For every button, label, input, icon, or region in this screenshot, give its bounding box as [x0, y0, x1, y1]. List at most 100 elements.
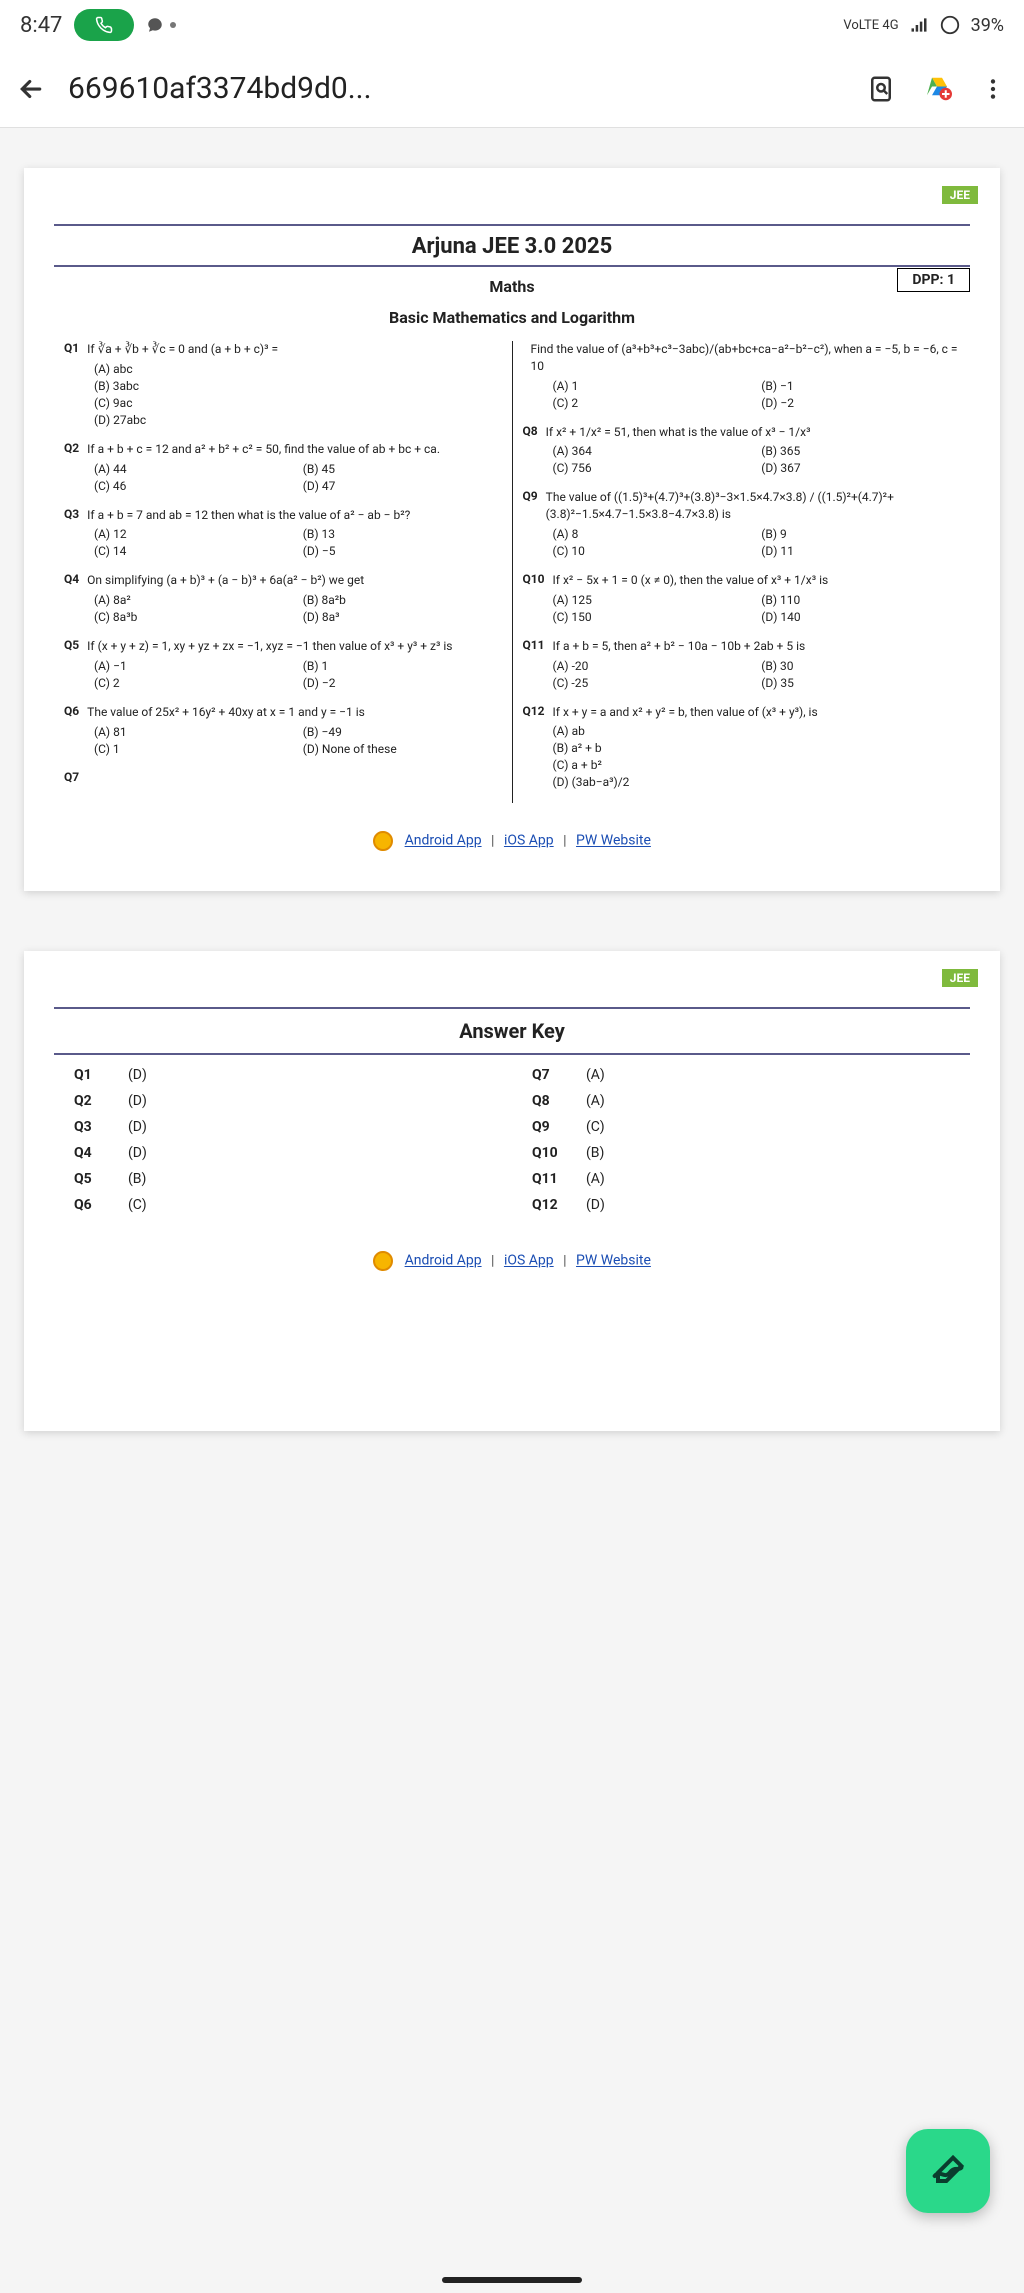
status-right: VoLTE 4G 39%	[843, 14, 1004, 36]
answer-qnum: Q1	[74, 1067, 110, 1083]
more-button[interactable]	[974, 70, 1012, 108]
question-option: (D) 47	[303, 479, 502, 493]
pw-logo-icon	[373, 831, 393, 851]
drive-icon	[922, 74, 952, 104]
jee-badge: JEE	[942, 969, 978, 987]
android-app-link[interactable]: Android App	[405, 1253, 482, 1269]
question-option: (A) 8a²	[94, 593, 293, 607]
answer-value: (D)	[128, 1093, 147, 1109]
question-option: (B) 30	[761, 659, 960, 673]
answer-qnum: Q12	[532, 1197, 568, 1213]
link-separator: |	[491, 1253, 494, 1269]
question-option: (C) 1	[94, 742, 293, 756]
question-text	[87, 770, 501, 784]
question-number: Q5	[64, 638, 79, 655]
footer-links: Android App | iOS App | PW Website	[54, 1251, 970, 1271]
question-options: (A) 8a²(B) 8a²b(C) 8a³b(D) 8a³	[94, 593, 502, 624]
answer-columns: Q1(D)Q2(D)Q3(D)Q4(D)Q5(B)Q6(C) Q7(A)Q8(A…	[54, 1067, 970, 1223]
answer-row: Q5(B)	[74, 1171, 492, 1187]
gesture-handle[interactable]	[442, 2277, 582, 2283]
question-option: (C) 2	[94, 676, 293, 690]
pw-website-link[interactable]: PW Website	[576, 1253, 651, 1269]
question-option: (A) 364	[553, 444, 752, 458]
question-options: (A) 12(B) 13(C) 14(D) −5	[94, 527, 502, 558]
question-option: (D) 140	[761, 610, 960, 624]
answer-qnum: Q7	[532, 1067, 568, 1083]
question-columns: Q1If ∛a + ∛b + ∛c = 0 and (a + b + c)³ =…	[54, 341, 970, 803]
question-option: (C) 46	[94, 479, 293, 493]
answer-row: Q12 (D)	[532, 1197, 950, 1213]
question: Find the value of (a³+b³+c³−3abc)/(ab+bc…	[523, 341, 961, 410]
question-option: (C) 9ac	[94, 396, 502, 410]
question-options: (A) 81(B) −49(C) 1(D) None of these	[94, 725, 502, 756]
question-option: (C) 8a³b	[94, 610, 293, 624]
call-indicator-pill[interactable]	[74, 9, 134, 41]
answer-qnum: Q9	[532, 1119, 568, 1135]
android-app-link[interactable]: Android App	[405, 833, 482, 849]
question-option: (C) -25	[553, 676, 752, 690]
find-button[interactable]	[862, 70, 900, 108]
question-option: (D) 11	[761, 544, 960, 558]
answer-value: (A)	[586, 1171, 605, 1187]
answer-value: (A)	[586, 1067, 605, 1083]
question-number: Q3	[64, 507, 79, 524]
answer-value: (D)	[128, 1145, 147, 1161]
question-option: (A) 1	[553, 379, 752, 393]
question-option: (B) 365	[761, 444, 960, 458]
question-option: (D) 367	[761, 461, 960, 475]
more-vert-icon	[980, 76, 1006, 102]
question-option: (A) 125	[553, 593, 752, 607]
question: Q8If x² + 1/x² = 51, then what is the va…	[523, 424, 961, 476]
status-bar: 8:47 VoLTE 4G 39%	[0, 0, 1024, 50]
question-option: (D) 8a³	[303, 610, 502, 624]
question-option: (A) ab	[553, 724, 961, 738]
document-page-2: JEE Answer Key Q1(D)Q2(D)Q3(D)Q4(D)Q5(B)…	[24, 951, 1000, 1431]
answer-row: Q3(D)	[74, 1119, 492, 1135]
ios-app-link[interactable]: iOS App	[504, 833, 554, 849]
question-text: On simplifying (a + b)³ + (a − b)³ + 6a(…	[87, 572, 501, 589]
answer-row: Q7 (A)	[532, 1067, 950, 1083]
answer-row: Q2(D)	[74, 1093, 492, 1109]
link-separator: |	[563, 1253, 566, 1269]
question-option: (D) 35	[761, 676, 960, 690]
answer-qnum: Q6	[74, 1197, 110, 1213]
back-button[interactable]	[12, 70, 50, 108]
question-options: (A) 125(B) 110(C) 150(D) 140	[553, 593, 961, 624]
answer-value: (B)	[586, 1145, 604, 1161]
answer-qnum: Q3	[74, 1119, 110, 1135]
question-options: (A) ab(B) a² + b(C) a + b²(D) (3ab−a³)/2	[553, 724, 961, 789]
chapter-heading: Basic Mathematics and Logarithm	[54, 308, 970, 327]
document-viewport[interactable]: JEE Arjuna JEE 3.0 2025 Maths DPP: 1 Bas…	[0, 128, 1024, 1551]
question-option: (A) -20	[553, 659, 752, 673]
answer-value: (D)	[586, 1197, 605, 1213]
edit-fab[interactable]	[906, 2129, 990, 2213]
ios-app-link[interactable]: iOS App	[504, 1253, 554, 1269]
question: Q12If x + y = a and x² + y² = b, then va…	[523, 704, 961, 790]
question-option: (B) −49	[303, 725, 502, 739]
pw-website-link[interactable]: PW Website	[576, 833, 651, 849]
question-option: (A) 44	[94, 462, 293, 476]
question-option: (D) (3ab−a³)/2	[553, 775, 961, 789]
answer-qnum: Q10	[532, 1145, 568, 1161]
question-number: Q1	[64, 341, 79, 358]
question-number: Q6	[64, 704, 79, 721]
question-option: (A) −1	[94, 659, 293, 673]
question-option: (B) 3abc	[94, 379, 502, 393]
question-option: (D) None of these	[303, 742, 502, 756]
question-option: (B) 1	[303, 659, 502, 673]
question-option: (A) 8	[553, 527, 752, 541]
document-page-1: JEE Arjuna JEE 3.0 2025 Maths DPP: 1 Bas…	[24, 168, 1000, 891]
document-title: 669610af3374bd9d0...	[68, 71, 844, 106]
answer-row: Q4(D)	[74, 1145, 492, 1161]
drive-button[interactable]	[918, 70, 956, 108]
pw-logo-icon	[373, 1251, 393, 1271]
question-number: Q8	[523, 424, 538, 441]
answer-row: Q9(C)	[532, 1119, 950, 1135]
signal-icon	[909, 15, 929, 35]
subject-heading: Maths	[54, 277, 970, 296]
answer-value: (A)	[586, 1093, 605, 1109]
question-option: (C) 2	[553, 396, 752, 410]
question: Q9The value of ((1.5)³+(4.7)³+(3.8)³−3×1…	[523, 489, 961, 558]
question-options: (A) −1(B) 1(C) 2(D) −2	[94, 659, 502, 690]
question-option: (D) −5	[303, 544, 502, 558]
